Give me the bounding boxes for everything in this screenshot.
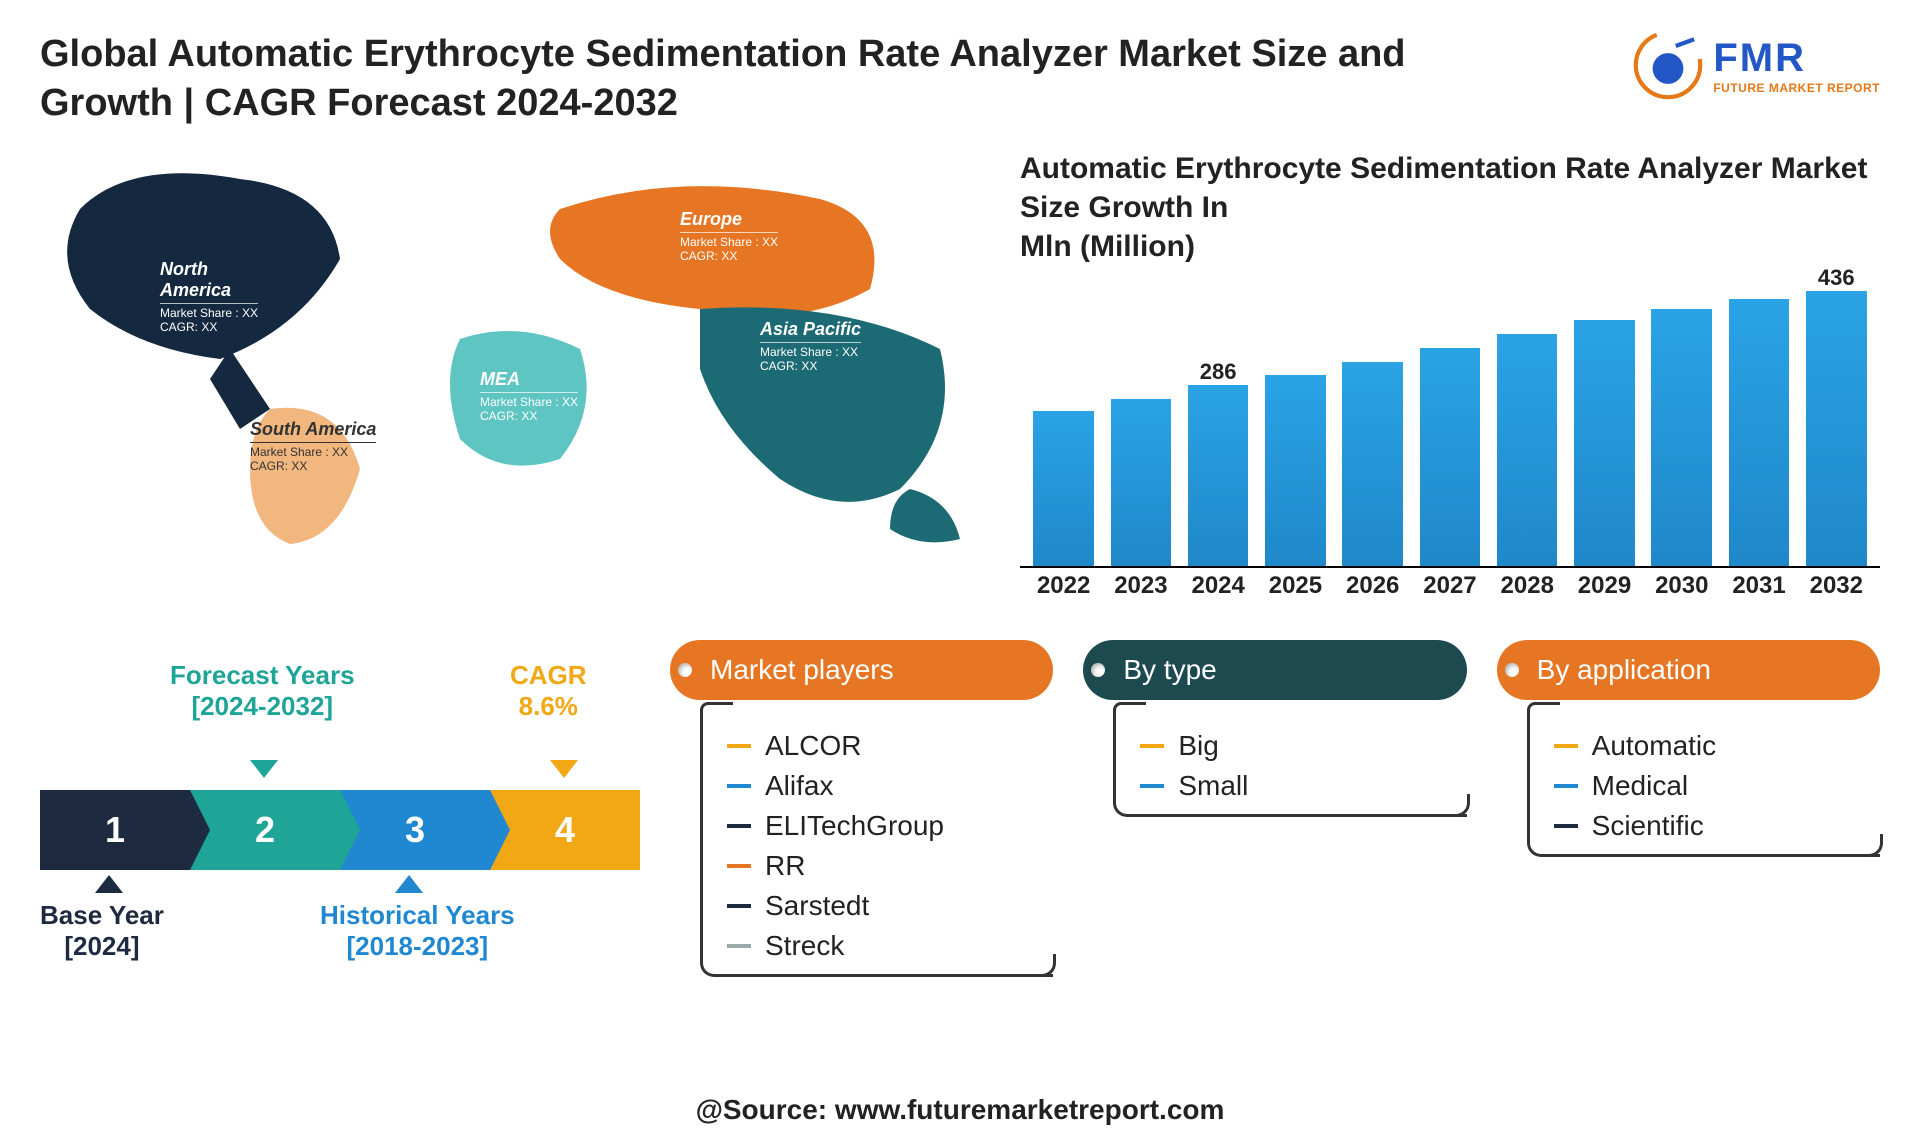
bar-2029 [1571, 276, 1638, 566]
pill-heading: Market players [670, 640, 1053, 700]
bar-2028 [1494, 276, 1561, 566]
col-by-type: By type BigSmall [1083, 640, 1466, 817]
list-item: Streck [727, 926, 1053, 966]
chart-title: Automatic Erythrocyte Sedimentation Rate… [1020, 149, 1880, 266]
list-item: RR [727, 846, 1053, 886]
bracket: AutomaticMedicalScientific [1527, 710, 1880, 857]
bar-label: 2023 [1107, 572, 1174, 600]
bar-label: 2031 [1725, 572, 1792, 600]
list-item: Automatic [1554, 726, 1880, 766]
bar-label: 2026 [1339, 572, 1406, 600]
list-item: Big [1140, 726, 1466, 766]
bar-label: 2022 [1030, 572, 1097, 600]
bar-label: 2024 [1185, 572, 1252, 600]
bracket: ALCORAlifaxELITechGroupRRSarstedtStreck [700, 710, 1053, 977]
bar-2025 [1262, 276, 1329, 566]
list-item: Small [1140, 766, 1466, 806]
timeline: Forecast Years [2024-2032] CAGR 8.6% 123… [40, 660, 640, 980]
bar-label: 2030 [1648, 572, 1715, 600]
fmr-logo-icon [1633, 30, 1703, 100]
tl-seg-2: 2 [190, 790, 340, 870]
tl-seg-1: 1 [40, 790, 190, 870]
bar-2027 [1416, 276, 1483, 566]
list-item: ALCOR [727, 726, 1053, 766]
col-by-application: By application AutomaticMedicalScientific [1497, 640, 1880, 857]
bar-2023 [1107, 276, 1174, 566]
logo-main: FMR [1713, 36, 1880, 81]
logo: FMR FUTURE MARKET REPORT [1633, 30, 1880, 100]
world-map: North America Market Share : XXCAGR: XX … [40, 149, 1000, 549]
bar-2032: 436 [1803, 276, 1870, 566]
region-ap: Asia Pacific Market Share : XXCAGR: XX [760, 319, 861, 373]
bar-2030 [1648, 276, 1715, 566]
bar-label: 2029 [1571, 572, 1638, 600]
bar-label: 2028 [1494, 572, 1561, 600]
list-item: ELITechGroup [727, 806, 1053, 846]
bar-2026 [1339, 276, 1406, 566]
tl-base: Base Year [2024] [40, 900, 164, 962]
source: @Source: www.futuremarketreport.com [0, 1094, 1920, 1126]
bracket: BigSmall [1113, 710, 1466, 817]
logo-sub: FUTURE MARKET REPORT [1713, 81, 1880, 95]
bar-chart: Automatic Erythrocyte Sedimentation Rate… [1020, 149, 1880, 600]
tl-cagr: CAGR 8.6% [510, 660, 587, 722]
tl-forecast: Forecast Years [2024-2032] [170, 660, 355, 722]
region-mea: MEA Market Share : XXCAGR: XX [480, 369, 578, 423]
region-na: North America Market Share : XXCAGR: XX [160, 259, 258, 334]
tl-historical: Historical Years [2018-2023] [320, 900, 515, 962]
bar-2024: 286 [1185, 276, 1252, 566]
list-item: Scientific [1554, 806, 1880, 846]
page-title: Global Automatic Erythrocyte Sedimentati… [40, 30, 1440, 129]
tl-seg-3: 3 [340, 790, 490, 870]
list-item: Medical [1554, 766, 1880, 806]
header: Global Automatic Erythrocyte Sedimentati… [40, 30, 1880, 129]
pill-heading: By type [1083, 640, 1466, 700]
bar-label: 2027 [1416, 572, 1483, 600]
tl-seg-4: 4 [490, 790, 640, 870]
bar-2022 [1030, 276, 1097, 566]
list-item: Sarstedt [727, 886, 1053, 926]
list-item: Alifax [727, 766, 1053, 806]
bar-label: 2032 [1803, 572, 1870, 600]
pill-heading: By application [1497, 640, 1880, 700]
bar-label: 2025 [1262, 572, 1329, 600]
region-eu: Europe Market Share : XXCAGR: XX [680, 209, 778, 263]
bar-2031 [1725, 276, 1792, 566]
col-market-players: Market playersALCORAlifaxELITechGroupRRS… [670, 640, 1053, 977]
region-sa: South America Market Share : XXCAGR: XX [250, 419, 376, 473]
